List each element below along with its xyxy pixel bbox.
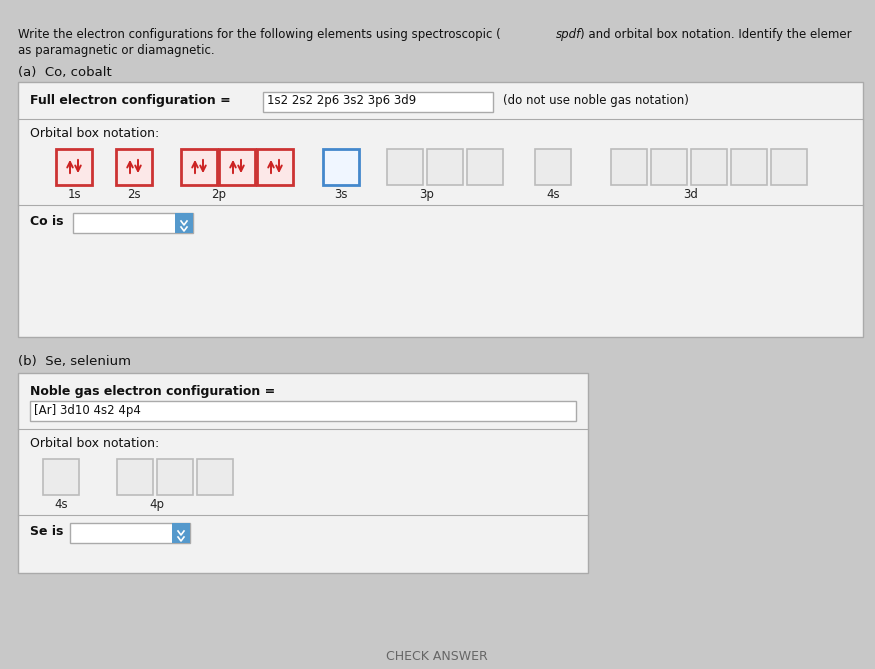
Text: ) and orbital box notation. Identify the elemer: ) and orbital box notation. Identify the… [580, 28, 851, 41]
Bar [387, 149, 423, 185]
Text: 2s: 2s [127, 188, 141, 201]
Bar [691, 149, 727, 185]
Bar [30, 401, 576, 421]
Text: 4p: 4p [150, 498, 164, 511]
Text: 4s: 4s [546, 188, 560, 201]
Text: 4s: 4s [54, 498, 68, 511]
Text: 3s: 3s [334, 188, 347, 201]
Bar [263, 92, 493, 112]
Bar [427, 149, 463, 185]
Bar [651, 149, 687, 185]
Bar [257, 149, 293, 185]
Text: 3p: 3p [420, 188, 435, 201]
Bar [73, 213, 193, 233]
Text: 1s: 1s [67, 188, 80, 201]
Text: Orbital box notation:: Orbital box notation: [30, 127, 159, 140]
Bar [197, 459, 233, 495]
Text: 2p: 2p [212, 188, 227, 201]
Bar [731, 149, 767, 185]
Text: Noble gas electron configuration =: Noble gas electron configuration = [30, 385, 276, 398]
Text: [Ar] 3d10 4s2 4p4: [Ar] 3d10 4s2 4p4 [34, 404, 141, 417]
Text: 3d: 3d [683, 188, 698, 201]
Bar [157, 459, 193, 495]
Bar [70, 523, 190, 543]
Bar [43, 459, 79, 495]
Bar [18, 373, 588, 573]
Text: (a)  Co, cobalt: (a) Co, cobalt [18, 66, 112, 79]
Bar [219, 149, 255, 185]
Text: Write the electron configurations for the following elements using spectroscopic: Write the electron configurations for th… [18, 28, 500, 41]
Bar [323, 149, 359, 185]
Text: Orbital box notation:: Orbital box notation: [30, 437, 159, 450]
Text: (b)  Se, selenium: (b) Se, selenium [18, 355, 131, 368]
Bar [117, 459, 153, 495]
Bar [467, 149, 503, 185]
Bar [181, 149, 217, 185]
Bar [175, 213, 193, 233]
Bar [771, 149, 807, 185]
Bar [56, 149, 92, 185]
Bar [535, 149, 571, 185]
Text: spdf: spdf [556, 28, 581, 41]
Text: as paramagnetic or diamagnetic.: as paramagnetic or diamagnetic. [18, 44, 214, 57]
Text: Se is: Se is [30, 525, 63, 538]
Bar [172, 523, 190, 543]
Text: Full electron configuration =: Full electron configuration = [30, 94, 231, 107]
Text: (do not use noble gas notation): (do not use noble gas notation) [503, 94, 689, 107]
Bar [611, 149, 647, 185]
Bar [18, 82, 863, 337]
Text: Co is: Co is [30, 215, 64, 228]
Text: CHECK ANSWER: CHECK ANSWER [386, 650, 488, 663]
Bar [116, 149, 152, 185]
Text: 1s2 2s2 2p6 3s2 3p6 3d9: 1s2 2s2 2p6 3s2 3p6 3d9 [267, 94, 416, 107]
